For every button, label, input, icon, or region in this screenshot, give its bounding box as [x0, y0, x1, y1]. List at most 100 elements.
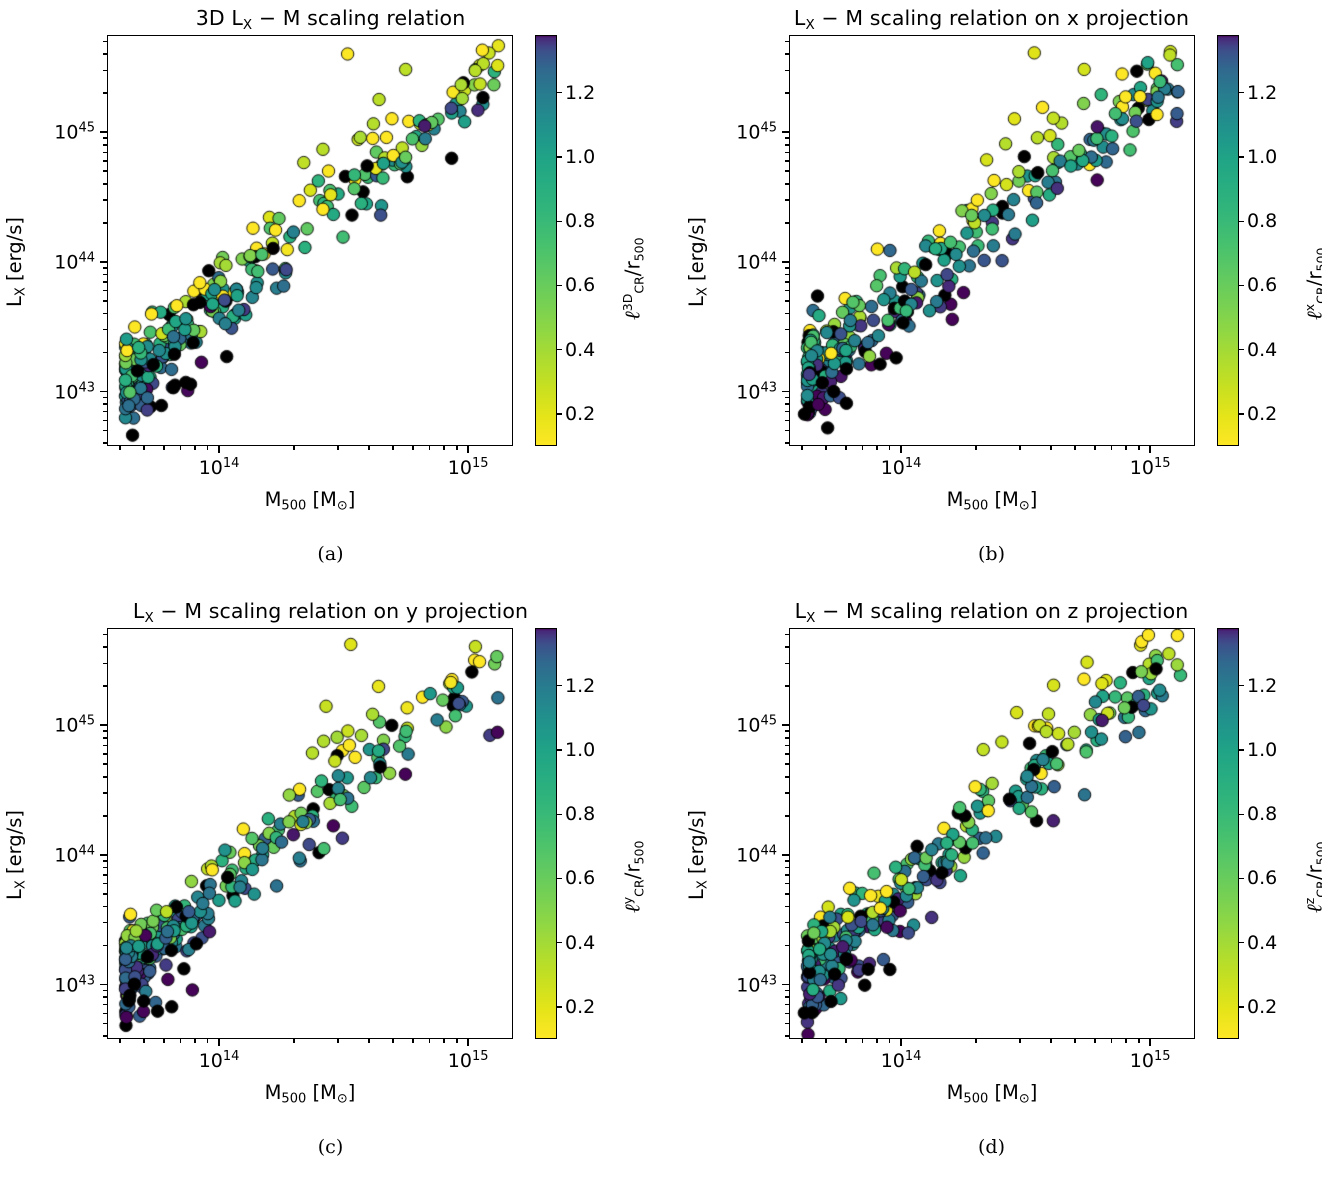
y-axis-minor-tick [785, 419, 789, 422]
y-axis-tick-label: 1044 [736, 250, 777, 274]
colorbar-tick-label: 1.2 [565, 674, 596, 697]
panel-b-colorbar-label: ℓxCR/r500 [1302, 247, 1322, 320]
colorbar-tick [1239, 348, 1244, 351]
colorbar-tick [1239, 220, 1244, 222]
y-axis-tick-label: 1044 [54, 843, 95, 867]
colorbar-tick [1239, 813, 1244, 815]
colorbar-tick [1239, 877, 1244, 880]
y-axis-minor-tick [103, 1003, 107, 1006]
y-axis-minor-tick [103, 1022, 107, 1025]
y-axis-minor-tick [103, 893, 107, 895]
x-axis-minor-tick [143, 1039, 145, 1043]
y-axis-minor-tick [785, 53, 789, 55]
y-axis-minor-tick [103, 815, 107, 817]
x-axis-minor-tick [194, 446, 196, 450]
y-axis-tick-label: 1045 [736, 713, 777, 737]
y-axis-minor-tick [103, 396, 107, 399]
colorbar-tick [557, 92, 562, 94]
y-axis-major-tick [100, 854, 107, 856]
panel-a-scatter [108, 36, 512, 445]
y-axis-minor-tick [785, 1035, 789, 1037]
x-axis-minor-tick [337, 1039, 339, 1043]
y-axis-minor-tick [785, 137, 789, 139]
colorbar-tick-label: 1.0 [565, 146, 596, 169]
y-axis-minor-tick [103, 273, 107, 276]
y-axis-minor-tick [103, 137, 107, 139]
y-axis-minor-tick [103, 882, 107, 885]
y-axis-minor-tick [103, 183, 107, 185]
panel-a-plot-area [107, 35, 513, 446]
x-axis-minor-tick [368, 446, 370, 450]
colorbar-tick [557, 220, 562, 222]
x-axis-minor-tick [1125, 446, 1127, 450]
x-axis-major-tick [900, 1039, 902, 1046]
y-axis-minor-tick [103, 763, 107, 766]
y-axis-minor-tick [103, 419, 107, 422]
x-axis-minor-tick [1094, 446, 1096, 450]
y-axis-minor-tick [103, 776, 107, 778]
x-axis-minor-tick [888, 446, 891, 450]
x-axis-major-tick [467, 1039, 469, 1046]
y-axis-major-tick [100, 390, 107, 393]
y-axis-major-tick [100, 983, 107, 986]
colorbar-tick [1239, 941, 1244, 944]
colorbar-tick [1239, 92, 1244, 94]
y-axis-minor-tick [785, 92, 789, 94]
y-axis-minor-tick [103, 442, 107, 444]
colorbar-tick [557, 685, 562, 687]
y-axis-minor-tick [103, 737, 107, 739]
y-axis-minor-tick [785, 662, 789, 665]
x-axis-minor-tick [861, 1039, 864, 1043]
x-axis-label: M500 [M⊙] [264, 1081, 356, 1107]
x-axis-minor-tick [975, 1039, 977, 1043]
y-axis-minor-tick [103, 989, 107, 992]
y-axis-minor-tick [785, 267, 789, 269]
colorbar-tick-label: 1.2 [1247, 674, 1278, 697]
colorbar-tick [557, 156, 562, 158]
y-axis-minor-tick [103, 744, 107, 747]
y-axis-minor-tick [785, 792, 789, 794]
y-axis-minor-tick [785, 429, 789, 432]
y-axis-minor-tick [103, 144, 107, 146]
panel-c-scatter [108, 629, 512, 1038]
x-axis-tick-label: 1014 [880, 1049, 922, 1073]
panel-b-plot-area [789, 35, 1195, 446]
x-axis-label: M500 [M⊙] [946, 1081, 1038, 1107]
colorbar-tick [1239, 284, 1244, 287]
colorbar-tick-label: 0.6 [1247, 867, 1278, 890]
x-axis-label: M500 [M⊙] [946, 488, 1038, 514]
x-axis-minor-tick [412, 446, 414, 450]
panel-d: LX − M scaling relation on z projection … [661, 593, 1322, 1186]
x-axis-minor-tick [412, 1039, 414, 1043]
y-axis-minor-tick [103, 1035, 107, 1037]
colorbar-tick [1239, 749, 1244, 751]
colorbar-tick-label: 1.2 [1247, 81, 1278, 104]
y-axis-minor-tick [103, 944, 107, 947]
colorbar-tick-label: 0.4 [1247, 931, 1278, 954]
x-axis-minor-tick [179, 446, 182, 450]
x-axis-minor-tick [179, 1039, 182, 1043]
y-axis-minor-tick [103, 53, 107, 55]
panel-c-colorbar-label: ℓyCR/r500 [620, 840, 647, 913]
colorbar-tick-label: 0.8 [565, 210, 596, 233]
panel-c-caption: (c) [317, 1136, 344, 1158]
y-axis-major-tick [100, 724, 107, 727]
y-axis-label: LX [erg/s] [685, 809, 711, 900]
x-axis-minor-tick [1125, 1039, 1127, 1043]
y-axis-minor-tick [785, 160, 789, 162]
colorbar-tick-label: 0.6 [565, 867, 596, 890]
x-axis-tick-label: 1015 [447, 456, 489, 480]
y-axis-minor-tick [785, 646, 789, 648]
y-axis-minor-tick [103, 410, 107, 413]
y-axis-minor-tick [103, 281, 107, 283]
y-axis-tick-label: 1045 [54, 120, 95, 144]
y-axis-minor-tick [785, 410, 789, 413]
y-axis-minor-tick [785, 1022, 789, 1025]
colorbar-tick-label: 0.4 [565, 338, 596, 361]
y-axis-minor-tick [785, 893, 789, 895]
colorbar-tick [557, 813, 562, 815]
x-axis-minor-tick [443, 446, 445, 450]
x-axis-minor-tick [845, 446, 847, 450]
y-axis-major-tick [100, 131, 107, 134]
panel-c-colorbar [535, 628, 557, 1039]
